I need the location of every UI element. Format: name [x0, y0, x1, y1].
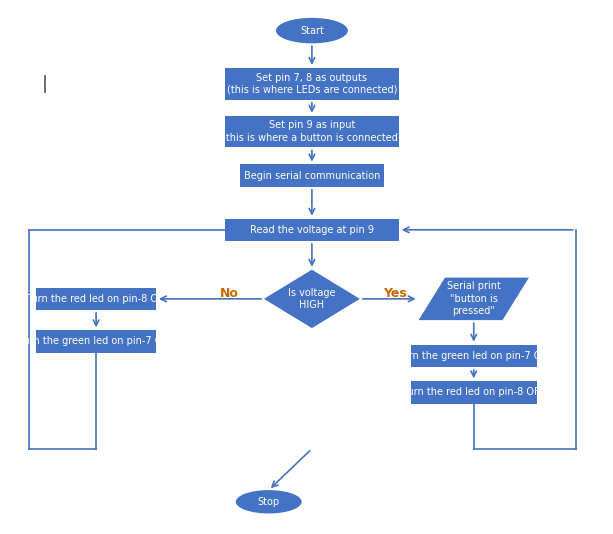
Text: Turn the red led on pin-8 OFF: Turn the red led on pin-8 OFF [403, 387, 545, 397]
Polygon shape [264, 270, 360, 328]
Text: Set pin 9 as input
(this is where a button is connected): Set pin 9 as input (this is where a butt… [222, 120, 402, 143]
Ellipse shape [276, 18, 348, 43]
Text: Is voltage
HIGH: Is voltage HIGH [288, 288, 336, 310]
FancyBboxPatch shape [36, 288, 156, 310]
Text: Turn the red led on pin-8 ON: Turn the red led on pin-8 ON [27, 294, 166, 304]
Text: Begin serial communication: Begin serial communication [244, 171, 380, 180]
FancyBboxPatch shape [225, 68, 399, 100]
FancyBboxPatch shape [225, 218, 399, 241]
Polygon shape [419, 278, 529, 320]
Text: Turn the green led on pin-7 ON: Turn the green led on pin-7 ON [398, 351, 549, 360]
Text: Read the voltage at pin 9: Read the voltage at pin 9 [250, 225, 374, 235]
Text: Turn the green led on pin-7 OFF: Turn the green led on pin-7 OFF [19, 336, 173, 347]
FancyBboxPatch shape [240, 164, 384, 187]
FancyBboxPatch shape [36, 330, 156, 352]
FancyBboxPatch shape [411, 381, 537, 404]
Text: Serial print
"button is
pressed": Serial print "button is pressed" [447, 281, 501, 316]
Ellipse shape [236, 490, 302, 514]
FancyBboxPatch shape [411, 344, 537, 367]
Text: Stop: Stop [257, 497, 280, 507]
Text: Yes: Yes [383, 287, 406, 300]
Text: No: No [220, 287, 239, 300]
Text: Set pin 7, 8 as outputs
(this is where LEDs are connected): Set pin 7, 8 as outputs (this is where L… [227, 73, 397, 95]
Text: Start: Start [300, 26, 324, 36]
FancyBboxPatch shape [225, 115, 399, 147]
Text: |: | [42, 75, 48, 93]
